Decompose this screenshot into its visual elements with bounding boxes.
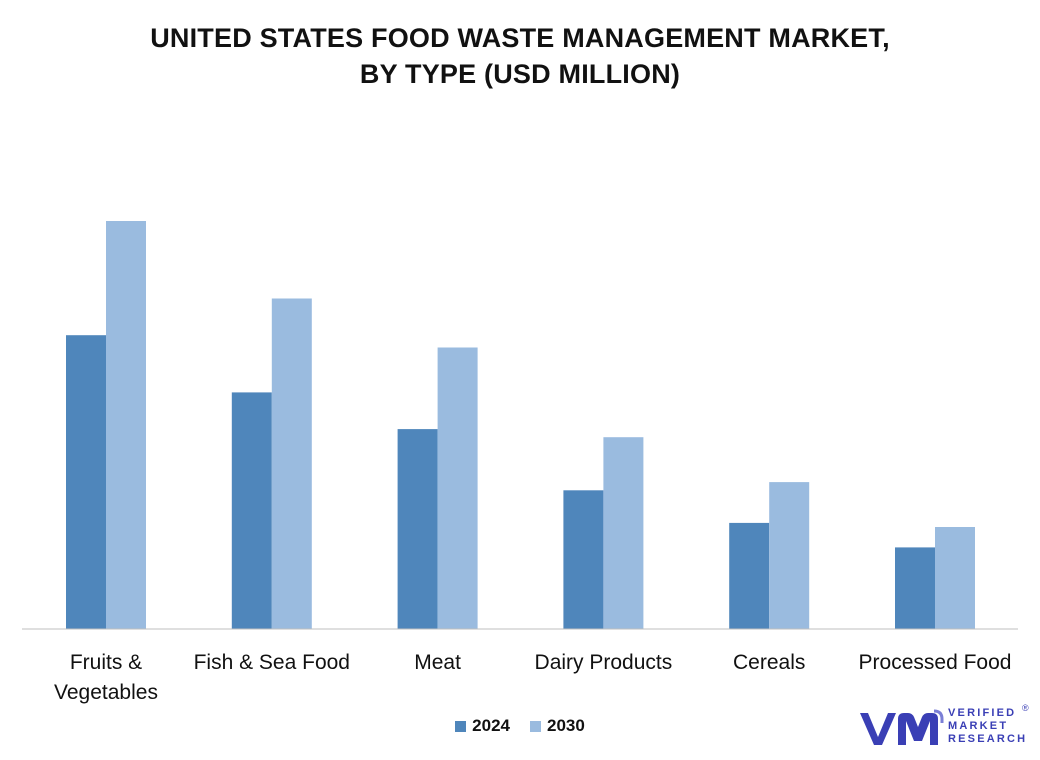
bar-meat-2024 — [397, 429, 438, 629]
bar-fruits-and-vegetables-2024 — [66, 335, 106, 629]
x-tick-label-meat: Meat — [348, 648, 528, 678]
x-tick-label-cereals: Cereals — [679, 648, 859, 678]
x-tick-label-line: Vegetables — [54, 681, 158, 704]
bar-cereals-2024 — [729, 522, 770, 629]
bar-cereals-2030 — [769, 482, 810, 629]
legend-item-2024: 2024 — [455, 716, 510, 736]
chart-title-line-1: UNITED STATES FOOD WASTE MANAGEMENT MARK… — [150, 23, 890, 53]
legend-swatch-2024 — [455, 720, 467, 732]
x-tick-label-dairy-products: Dairy Products — [513, 648, 693, 678]
x-tick-label-line: Meat — [414, 651, 461, 674]
logo-wordmark: VERIFIED MARKET RESEARCH — [948, 707, 1027, 746]
bar-meat-2030 — [437, 347, 478, 629]
verified-market-research-logo: VERIFIED MARKET RESEARCH ® — [858, 703, 1033, 751]
bar-processed-food-2024 — [895, 547, 935, 629]
bar-dairy-products-2030 — [603, 437, 644, 629]
logo-line-verified: VERIFIED — [948, 707, 1017, 719]
x-tick-label-fruits-and-vegetables: Fruits & Vegetables — [16, 648, 196, 708]
chart-title-line-2: BY TYPE (USD MILLION) — [359, 59, 681, 89]
x-tick-label-processed-food: Processed Food — [845, 648, 1025, 678]
registered-mark: ® — [1022, 703, 1029, 713]
legend: 2024 2030 — [0, 716, 1040, 736]
legend-label-2024: 2024 — [472, 716, 510, 735]
bar-fruits-and-vegetables-2030 — [106, 221, 146, 629]
bar-fish-and-sea-food-2030 — [271, 298, 312, 629]
logo-line-research: RESEARCH — [948, 733, 1028, 745]
bar-dairy-products-2024 — [563, 490, 604, 629]
x-tick-label-fish-and-sea-food: Fish & Sea Food — [182, 648, 362, 678]
chart-title: UNITED STATES FOOD WASTE MANAGEMENT MARK… — [0, 20, 1040, 92]
logo-line-market: MARKET — [948, 720, 1009, 732]
x-tick-label-line: Cereals — [733, 651, 806, 674]
vmr-logo-mark-icon — [860, 709, 944, 745]
legend-item-2030: 2030 — [530, 716, 585, 736]
x-tick-label-line: Dairy Products — [534, 651, 673, 674]
legend-swatch-2030 — [530, 720, 541, 732]
x-tick-label-line: Processed Food — [858, 651, 1012, 674]
bar-group — [66, 221, 975, 629]
bar-fish-and-sea-food-2024 — [231, 392, 272, 629]
x-tick-label-line: Fish & Sea Food — [193, 651, 350, 674]
bar-processed-food-2030 — [935, 527, 975, 629]
x-tick-label-line: Fruits & — [69, 651, 143, 674]
legend-label-2030: 2030 — [547, 716, 585, 735]
